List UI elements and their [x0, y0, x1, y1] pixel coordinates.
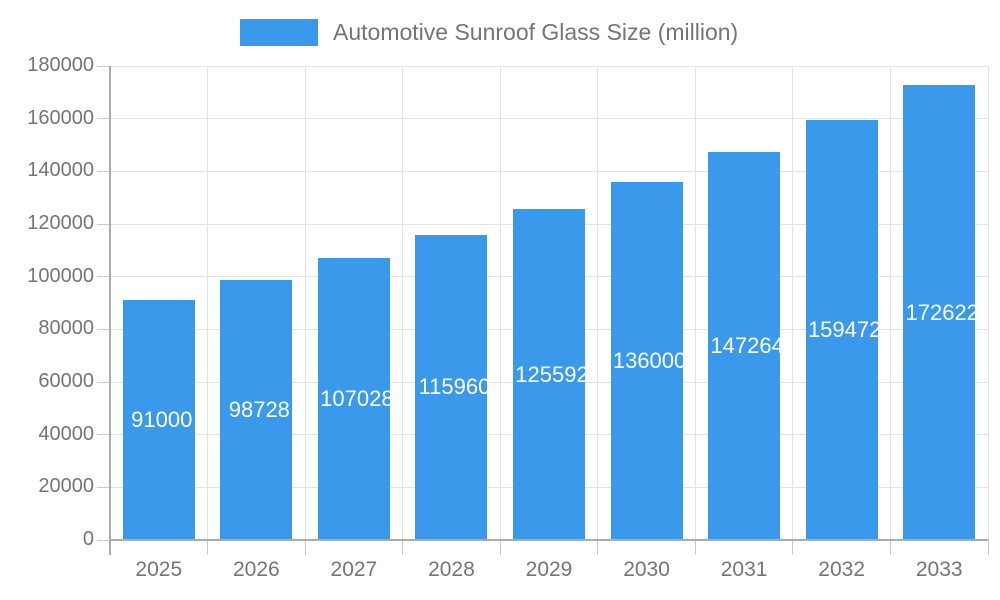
- y-tick-mark: [97, 118, 110, 120]
- x-tick-label: 2028: [428, 558, 475, 581]
- x-tick-label: 2029: [525, 558, 573, 581]
- y-tick-mark: [97, 276, 110, 278]
- bar-value-label: 172622: [905, 299, 979, 325]
- x-gridline: [597, 66, 599, 540]
- bar[interactable]: [805, 120, 878, 540]
- x-tick-mark: [987, 540, 989, 555]
- y-tick-label: 100000: [27, 264, 94, 287]
- y-gridline: [110, 170, 988, 172]
- x-tick-label: 2025: [135, 558, 183, 581]
- y-axis-line: [109, 66, 111, 555]
- y-gridline: [110, 118, 988, 120]
- y-tick-mark: [97, 486, 110, 488]
- x-tick-mark: [207, 540, 209, 555]
- x-tick-mark: [499, 540, 501, 555]
- y-tick-label: 40000: [38, 422, 94, 445]
- y-tick-label: 60000: [38, 370, 94, 392]
- bar[interactable]: [220, 280, 293, 540]
- y-tick-label: 0: [82, 528, 94, 550]
- x-tick-label: 2031: [720, 558, 768, 581]
- x-tick-label: 2033: [915, 558, 963, 581]
- y-tick-mark: [97, 381, 110, 383]
- x-gridline: [987, 66, 989, 540]
- x-gridline: [499, 66, 501, 540]
- y-tick-mark: [97, 170, 110, 172]
- y-tick-mark: [97, 65, 110, 67]
- y-gridline: [110, 65, 988, 67]
- legend: Automotive Sunroof Glass Size (million): [240, 19, 738, 46]
- bar[interactable]: [317, 258, 390, 540]
- x-tick-label: 2030: [623, 558, 670, 581]
- x-tick-label: 2026: [232, 558, 280, 581]
- bar[interactable]: [122, 300, 195, 540]
- bar-value-label: 136000: [612, 347, 687, 373]
- x-axis-line: [110, 539, 988, 541]
- bar-value-label: 91000: [131, 407, 193, 433]
- bar-value-label: 107028: [320, 386, 394, 412]
- bar-value-label: 125592: [515, 361, 589, 387]
- x-gridline: [694, 66, 696, 540]
- bar[interactable]: [513, 209, 585, 540]
- bar-value-label: 159472: [807, 317, 882, 343]
- y-tick-label: 160000: [27, 106, 94, 129]
- bar-value-label: 115960: [418, 374, 491, 400]
- x-tick-mark: [304, 540, 306, 555]
- legend-label: Automotive Sunroof Glass Size (million): [333, 19, 739, 45]
- legend-swatch: [240, 19, 318, 46]
- x-tick-mark: [694, 540, 696, 555]
- bar[interactable]: [708, 152, 781, 540]
- x-gridline: [304, 66, 306, 540]
- y-tick-mark: [97, 328, 110, 330]
- x-tick-mark: [402, 540, 404, 555]
- x-tick-label: 2027: [330, 558, 378, 581]
- x-tick-label: 2032: [818, 558, 866, 581]
- y-tick-label: 120000: [27, 212, 94, 234]
- bar-value-label: 147264: [710, 333, 784, 359]
- x-gridline: [207, 66, 209, 540]
- x-gridline: [889, 66, 891, 540]
- y-tick-label: 180000: [27, 54, 94, 76]
- bar[interactable]: [610, 181, 683, 540]
- x-gridline: [792, 66, 794, 540]
- y-tick-mark: [97, 223, 110, 225]
- y-tick-label: 80000: [38, 317, 94, 340]
- x-tick-mark: [792, 540, 794, 555]
- bar[interactable]: [903, 85, 976, 540]
- bar[interactable]: [415, 234, 488, 540]
- y-tick-mark: [97, 539, 110, 541]
- y-tick-label: 140000: [27, 159, 94, 182]
- x-gridline: [402, 66, 404, 540]
- x-tick-mark: [597, 540, 599, 555]
- y-tick-mark: [97, 434, 110, 436]
- y-tick-label: 20000: [38, 475, 94, 498]
- x-tick-mark: [889, 540, 891, 555]
- bar-value-label: 98728: [228, 397, 290, 422]
